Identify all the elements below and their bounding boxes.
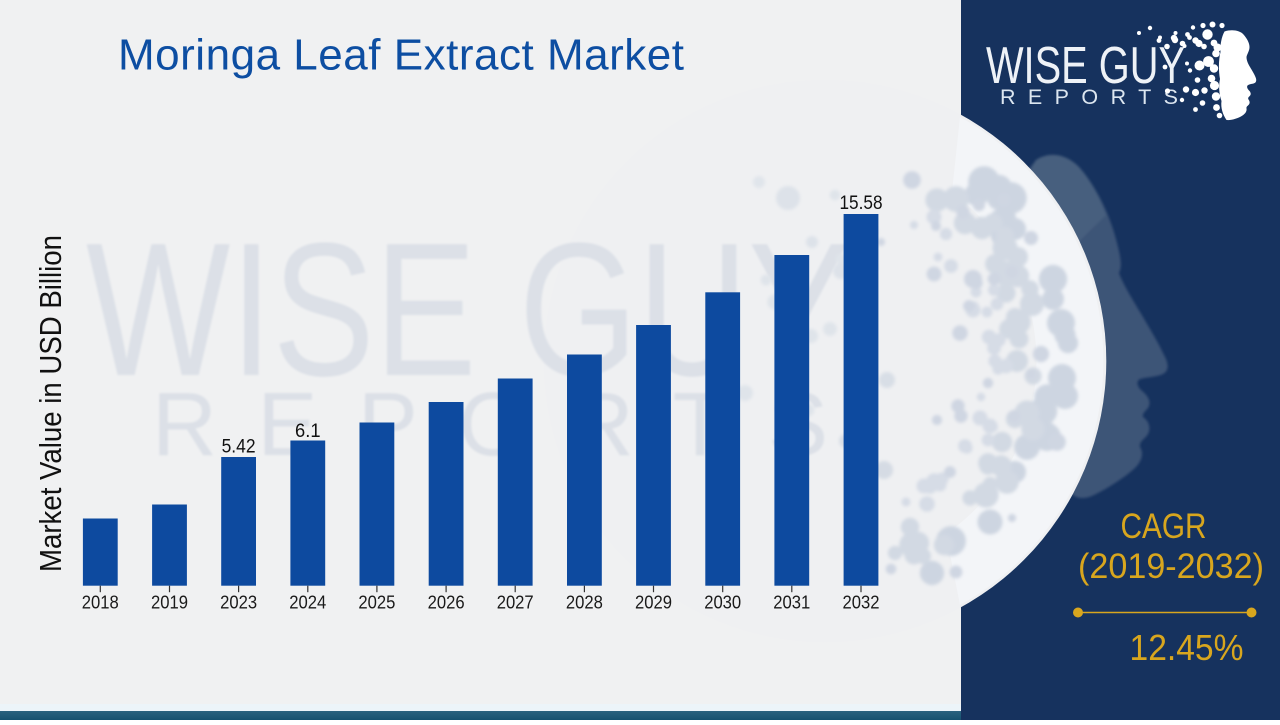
svg-text:REPORTS: REPORTS bbox=[1000, 85, 1178, 109]
svg-text:2025: 2025 bbox=[358, 593, 395, 613]
svg-text:15.58: 15.58 bbox=[840, 193, 883, 214]
svg-text:2027: 2027 bbox=[497, 593, 534, 613]
svg-text:2018: 2018 bbox=[82, 593, 119, 613]
svg-text:2024: 2024 bbox=[289, 593, 326, 613]
svg-text:Moringa Leaf Extract Market: Moringa Leaf Extract Market bbox=[118, 31, 684, 80]
svg-text:2026: 2026 bbox=[428, 593, 465, 613]
svg-text:2023: 2023 bbox=[220, 593, 257, 613]
svg-text:Market Value in USD Billion: Market Value in USD Billion bbox=[33, 235, 68, 572]
svg-text:2032: 2032 bbox=[843, 593, 880, 613]
svg-text:2029: 2029 bbox=[635, 593, 672, 613]
svg-text:6.1: 6.1 bbox=[295, 421, 321, 442]
svg-text:(2019-2032): (2019-2032) bbox=[1078, 547, 1264, 586]
svg-text:12.45%: 12.45% bbox=[1130, 627, 1244, 668]
svg-text:CAGR: CAGR bbox=[1121, 507, 1207, 546]
svg-text:WISE GUY: WISE GUY bbox=[986, 36, 1185, 94]
svg-text:2030: 2030 bbox=[704, 593, 741, 613]
svg-text:2019: 2019 bbox=[151, 593, 188, 613]
svg-text:5.42: 5.42 bbox=[222, 437, 256, 458]
svg-text:2028: 2028 bbox=[566, 593, 603, 613]
svg-text:2031: 2031 bbox=[773, 593, 810, 613]
